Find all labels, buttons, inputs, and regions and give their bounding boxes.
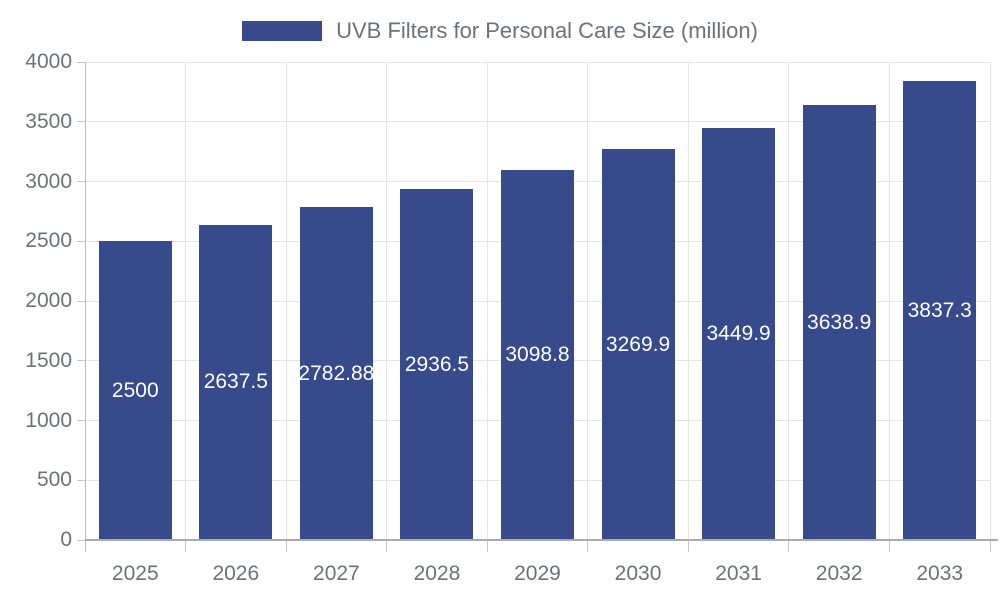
bar-value-label: 2936.5 xyxy=(404,352,470,376)
y-axis-tick-label: 1500 xyxy=(25,348,72,372)
y-axis-tick-label: 2000 xyxy=(25,289,72,312)
x-axis-tick-label: 2026 xyxy=(212,562,260,585)
x-axis-tick-label: 2031 xyxy=(715,562,762,585)
bar[interactable] xyxy=(299,207,373,540)
y-axis-tick xyxy=(77,420,85,421)
y-axis-tick-label: 3500 xyxy=(25,109,72,133)
x-gridline xyxy=(386,62,388,540)
x-gridline xyxy=(185,62,187,540)
x-gridline xyxy=(989,62,991,540)
x-axis-tick-label: 2025 xyxy=(111,562,159,585)
y-gridline xyxy=(85,61,990,63)
y-axis-line xyxy=(85,62,86,552)
bar-value-label: 2637.5 xyxy=(203,370,268,394)
bar-value-label: 2782.88 xyxy=(298,361,375,385)
x-axis-tick xyxy=(788,540,790,552)
x-axis-tick-label: 2030 xyxy=(614,562,662,585)
bar[interactable] xyxy=(601,149,675,540)
y-axis-tick xyxy=(77,61,85,63)
y-axis-tick xyxy=(77,539,85,541)
y-axis-tick-label: 1000 xyxy=(25,408,72,432)
x-gridline xyxy=(788,62,790,540)
x-axis-tick-label: 2033 xyxy=(916,562,964,585)
bar-value-label: 3449.9 xyxy=(706,321,771,345)
x-axis-tick xyxy=(687,540,689,552)
x-axis-tick xyxy=(285,540,287,552)
x-axis-tick-label: 2028 xyxy=(413,562,461,585)
x-axis-tick xyxy=(185,540,187,552)
bar[interactable] xyxy=(400,189,474,540)
bar[interactable] xyxy=(903,81,977,540)
y-axis-tick xyxy=(77,181,85,182)
x-axis-tick xyxy=(989,540,991,552)
y-axis-tick xyxy=(77,240,85,242)
x-gridline xyxy=(486,62,488,540)
bar[interactable] xyxy=(501,169,574,540)
x-axis-tick xyxy=(888,540,890,552)
x-gridline xyxy=(888,62,890,540)
x-axis-tick xyxy=(486,540,488,552)
x-axis-tick-label: 2032 xyxy=(815,562,863,585)
y-axis-tick xyxy=(77,300,85,302)
x-axis-tick-label: 2027 xyxy=(313,562,360,585)
bar[interactable] xyxy=(702,127,776,540)
y-axis-tick-label: 0 xyxy=(60,528,72,551)
bar-value-label: 3638.9 xyxy=(807,310,872,334)
bar-value-label: 3098.8 xyxy=(505,342,570,366)
legend-label: UVB Filters for Personal Care Size (mill… xyxy=(336,18,758,43)
x-axis-tick xyxy=(587,540,589,552)
y-axis-tick xyxy=(77,121,85,123)
legend[interactable]: UVB Filters for Personal Care Size (mill… xyxy=(0,18,1000,44)
x-gridline xyxy=(687,62,689,540)
y-axis-tick-label: 500 xyxy=(36,468,72,492)
legend-swatch xyxy=(242,21,323,41)
bar[interactable] xyxy=(199,224,273,540)
y-gridline xyxy=(85,121,990,123)
y-axis-tick-label: 3000 xyxy=(25,169,72,193)
y-axis-tick-label: 2500 xyxy=(25,229,72,253)
x-axis-tick xyxy=(386,540,388,552)
x-axis-line xyxy=(85,539,998,541)
bar[interactable] xyxy=(98,241,172,540)
x-gridline xyxy=(285,62,287,540)
bar[interactable] xyxy=(802,105,876,540)
bar-value-label: 3269.9 xyxy=(605,332,671,356)
x-axis-tick-label: 2029 xyxy=(514,562,561,585)
x-gridline xyxy=(587,62,589,540)
y-axis-tick xyxy=(77,360,85,362)
y-axis-tick-label: 4000 xyxy=(25,50,72,73)
bar-value-label: 2500 xyxy=(111,378,159,402)
bar-value-label: 3837.3 xyxy=(907,298,972,322)
y-axis-tick xyxy=(77,479,85,481)
